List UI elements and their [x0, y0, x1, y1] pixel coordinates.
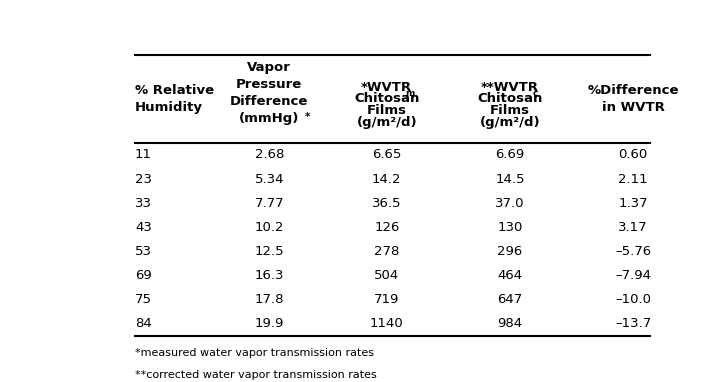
Text: 36.5: 36.5: [372, 197, 401, 210]
Text: 19.9: 19.9: [255, 317, 284, 330]
Text: 130: 130: [497, 221, 523, 234]
Text: 464: 464: [497, 269, 523, 282]
Text: 14.5: 14.5: [495, 173, 525, 186]
Text: 17.8: 17.8: [255, 293, 284, 306]
Text: 75: 75: [135, 293, 152, 306]
Text: 84: 84: [135, 317, 152, 330]
Text: 5.34: 5.34: [255, 173, 284, 186]
Text: 23: 23: [135, 173, 152, 186]
Text: % Relative
Humidity: % Relative Humidity: [135, 84, 214, 114]
Text: 11: 11: [135, 149, 152, 162]
Text: 43: 43: [135, 221, 152, 234]
Text: 278: 278: [374, 245, 399, 258]
Text: Chitosan: Chitosan: [354, 92, 419, 105]
Text: Chitosan: Chitosan: [477, 92, 543, 105]
Text: c: c: [532, 89, 538, 98]
Text: (g/m²/d): (g/m²/d): [479, 116, 540, 129]
Text: Films: Films: [367, 104, 406, 117]
Text: *: *: [305, 112, 310, 122]
Text: –13.7: –13.7: [615, 317, 651, 330]
Text: **WVTR: **WVTR: [481, 81, 539, 94]
Text: Films: Films: [490, 104, 530, 117]
Text: 53: 53: [135, 245, 152, 258]
Text: *measured water vapor transmission rates: *measured water vapor transmission rates: [135, 348, 374, 358]
Text: –5.76: –5.76: [615, 245, 651, 258]
Text: 647: 647: [497, 293, 523, 306]
Text: Vapor
Pressure
Difference
(mmHg): Vapor Pressure Difference (mmHg): [230, 61, 308, 125]
Text: 14.2: 14.2: [372, 173, 401, 186]
Text: 504: 504: [374, 269, 399, 282]
Text: 6.65: 6.65: [372, 149, 401, 162]
Text: –7.94: –7.94: [615, 269, 651, 282]
Text: 719: 719: [374, 293, 399, 306]
Text: 10.2: 10.2: [255, 221, 284, 234]
Text: 12.5: 12.5: [254, 245, 284, 258]
Text: **corrected water vapor transmission rates: **corrected water vapor transmission rat…: [135, 370, 377, 380]
Text: 2.11: 2.11: [618, 173, 648, 186]
Text: 33: 33: [135, 197, 152, 210]
Text: %Difference
in WVTR: %Difference in WVTR: [587, 84, 679, 114]
Text: 6.69: 6.69: [495, 149, 525, 162]
Text: 7.77: 7.77: [254, 197, 284, 210]
Text: 3.17: 3.17: [618, 221, 648, 234]
Text: 69: 69: [135, 269, 152, 282]
Text: 16.3: 16.3: [255, 269, 284, 282]
Text: –10.0: –10.0: [615, 293, 651, 306]
Text: 296: 296: [497, 245, 523, 258]
Text: 0.60: 0.60: [618, 149, 648, 162]
Text: 1140: 1140: [370, 317, 404, 330]
Text: 1.37: 1.37: [618, 197, 648, 210]
Text: 37.0: 37.0: [495, 197, 525, 210]
Text: *WVTR: *WVTR: [361, 81, 412, 94]
Text: (g/m²/d): (g/m²/d): [357, 116, 417, 129]
Text: 2.68: 2.68: [255, 149, 284, 162]
Text: m: m: [405, 89, 414, 98]
Text: 126: 126: [374, 221, 399, 234]
Text: 984: 984: [497, 317, 523, 330]
